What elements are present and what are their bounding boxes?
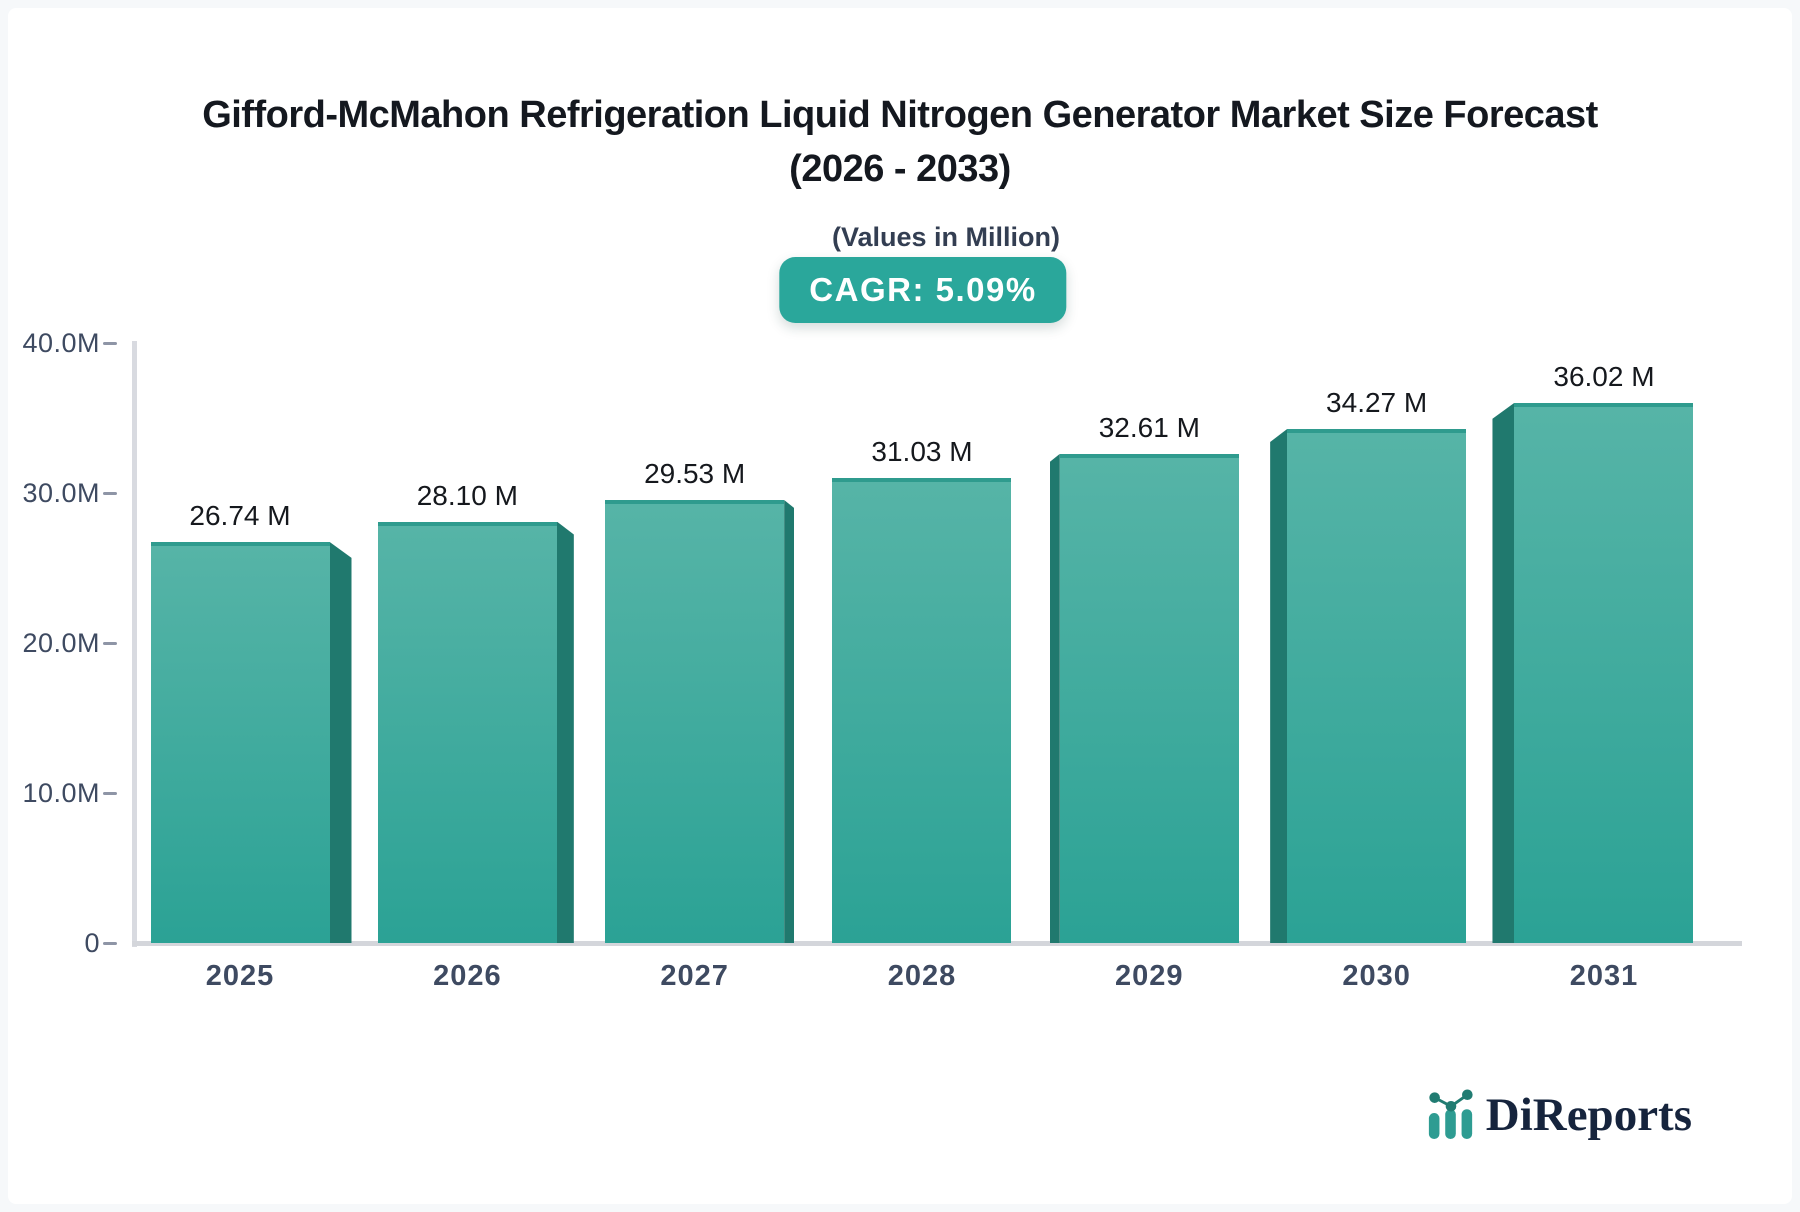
x-axis-label: 2031 — [1569, 960, 1639, 992]
x-axis-label: 2030 — [1342, 960, 1411, 992]
bar-value-label: 28.10 M — [416, 479, 518, 511]
y-axis-tick-label: 20.0M — [22, 628, 100, 658]
chart-title-line2: (2026 - 2033) — [789, 148, 1011, 190]
bar-value-label: 26.74 M — [189, 499, 291, 531]
y-axis-tick-label: 0 — [84, 928, 100, 958]
bar[interactable] — [605, 500, 785, 943]
bar-3d-side — [1270, 428, 1288, 943]
brand-chart-icon — [1428, 1089, 1473, 1139]
y-axis-tick-label: 40.0M — [22, 328, 100, 358]
bar-value-label: 36.02 M — [1553, 360, 1655, 392]
y-axis-tick-mark — [103, 792, 117, 795]
bar[interactable] — [1514, 402, 1694, 943]
x-axis-label: 2025 — [205, 960, 275, 992]
bar[interactable] — [1059, 453, 1239, 943]
x-axis-line — [132, 941, 1742, 946]
bar-3d-side — [1049, 453, 1060, 943]
bar-3d-side — [1492, 402, 1515, 943]
cagr-badge: CAGR: 5.09% — [779, 257, 1067, 323]
bar-value-label: 32.61 M — [1098, 411, 1200, 443]
y-axis-tick-mark — [103, 342, 117, 345]
x-axis-label: 2026 — [433, 960, 502, 992]
x-axis-label: 2029 — [1115, 960, 1184, 992]
brand-logo[interactable]: DiReports — [1426, 1086, 1692, 1142]
bar-3d-side — [784, 500, 795, 943]
bar-3d-side — [329, 541, 352, 943]
y-axis-tick-mark — [103, 942, 117, 945]
bar[interactable] — [150, 541, 330, 943]
bar-value-label: 31.03 M — [871, 435, 973, 467]
y-axis-tick-mark — [103, 492, 117, 495]
bar[interactable] — [1287, 428, 1467, 943]
y-axis-tick-label: 10.0M — [22, 778, 100, 808]
bar[interactable] — [832, 477, 1012, 943]
chart-title-line1: Gifford-McMahon Refrigeration Liquid Nit… — [202, 94, 1598, 136]
y-axis-tick-mark — [103, 642, 117, 645]
brand-name: DiReports — [1485, 1089, 1692, 1141]
x-axis-label: 2028 — [887, 960, 957, 992]
bar-value-label: 34.27 M — [1326, 386, 1428, 418]
bar-value-label: 29.53 M — [644, 458, 746, 490]
x-axis-label: 2027 — [660, 960, 729, 992]
bar[interactable] — [377, 521, 557, 943]
y-axis-tick-label: 30.0M — [22, 478, 100, 508]
y-axis-line — [132, 341, 137, 947]
chart-subtitle: (Values in Million) — [831, 222, 1061, 252]
bar-3d-side — [556, 521, 574, 943]
